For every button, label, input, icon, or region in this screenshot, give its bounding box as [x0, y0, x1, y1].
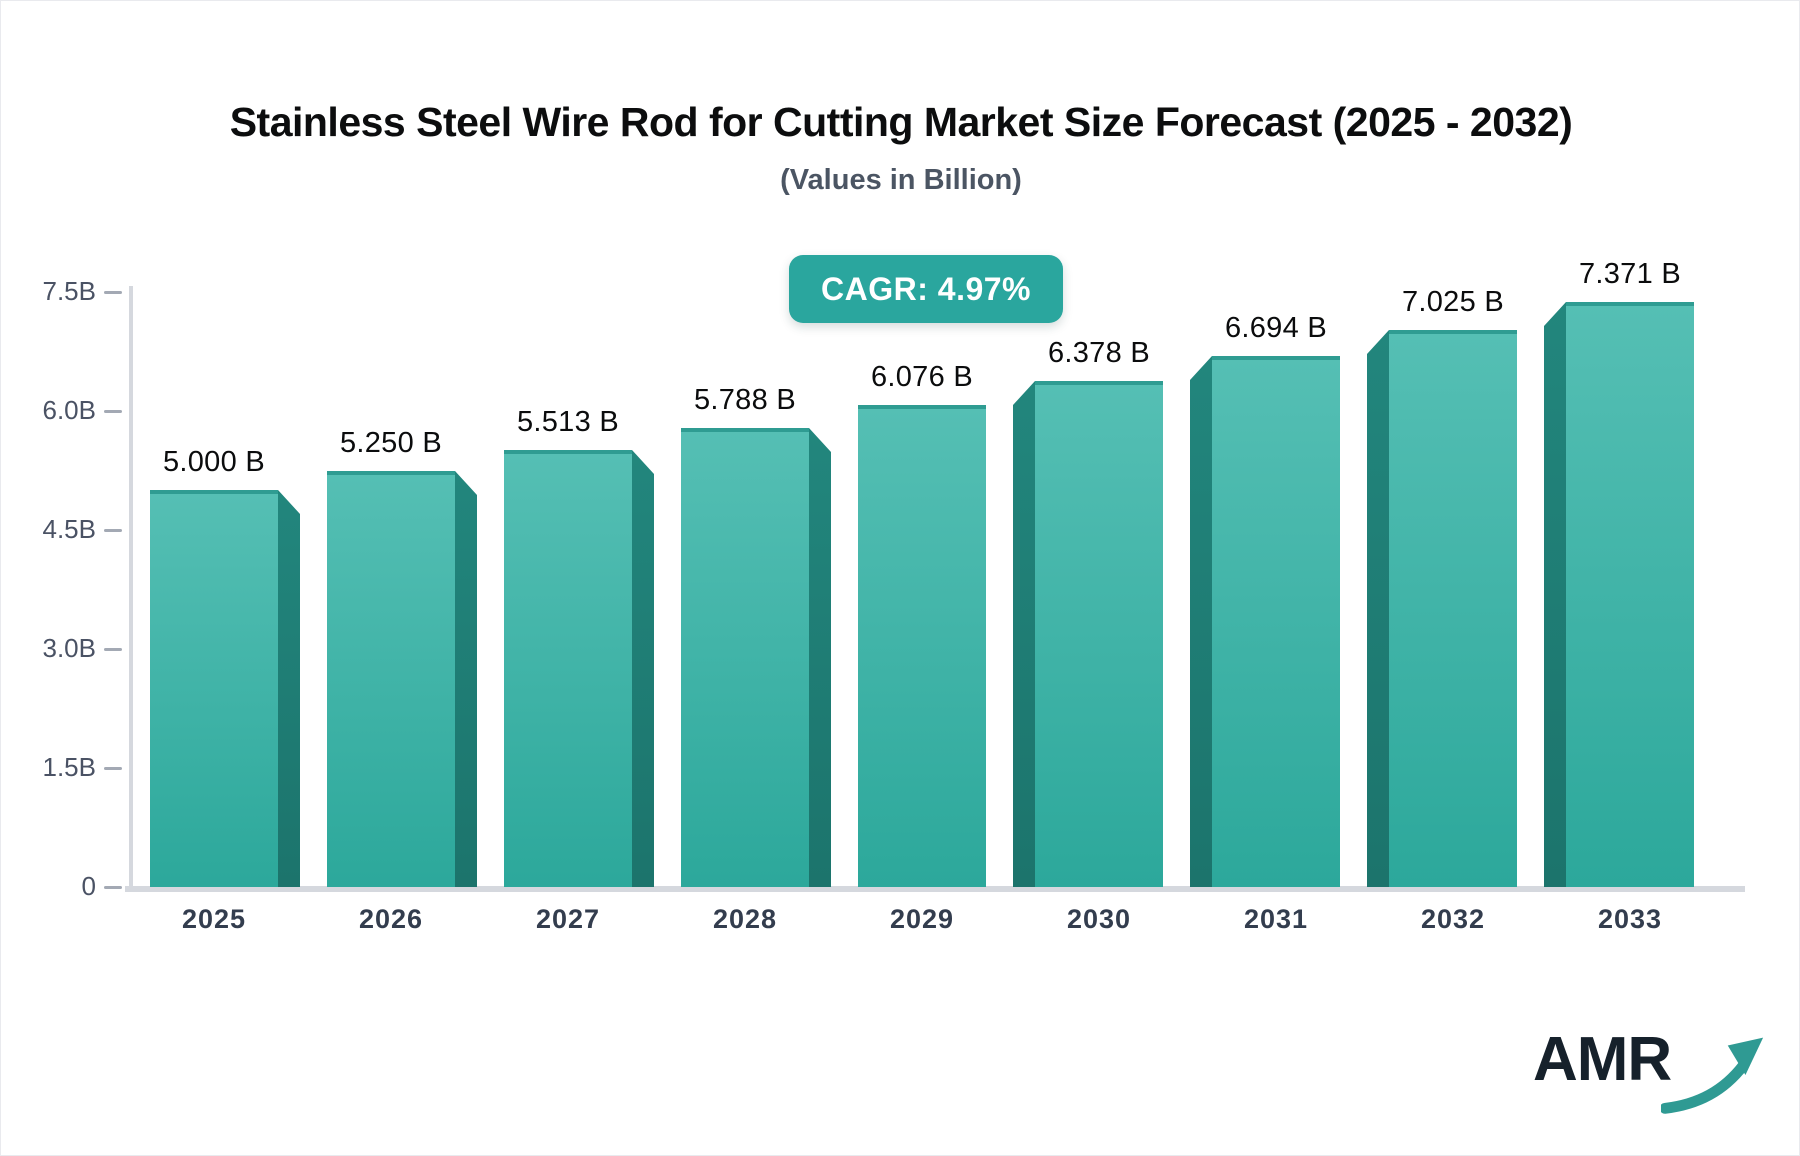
x-tick-label: 2028 [712, 904, 778, 934]
x-tick-label: 2033 [1597, 904, 1663, 934]
bar-value-label: 5.788 B [693, 384, 797, 416]
y-tick-label: 1.5B [42, 752, 97, 782]
bar-side-face [809, 428, 831, 887]
bar-side-face [1367, 330, 1389, 887]
bar[interactable] [681, 428, 809, 887]
bar-side-face [632, 450, 654, 887]
y-tick-label: 3.0B [42, 633, 97, 663]
y-tick-label: 4.5B [42, 514, 97, 544]
cagr-badge: CAGR: 4.97% [789, 255, 1063, 323]
x-axis-baseline [125, 886, 1745, 892]
bar-value-label: 7.025 B [1401, 286, 1505, 318]
y-tick-dash [104, 290, 122, 294]
x-tick-label: 2025 [181, 904, 247, 934]
bar-value-label: 7.371 B [1578, 258, 1682, 290]
growth-arrow-icon [1661, 1037, 1764, 1114]
amr-logo: AMR [1533, 1025, 1769, 1114]
bar-value-label: 5.513 B [516, 406, 620, 438]
x-tick-label: 2031 [1243, 904, 1309, 934]
bar-side-face [1190, 356, 1212, 887]
bar-value-label: 5.000 B [162, 446, 266, 478]
bar-value-label: 6.694 B [1224, 312, 1328, 344]
bar-side-face [278, 490, 300, 887]
y-tick-label: 7.5B [42, 276, 97, 307]
bar-value-label: 6.378 B [1047, 337, 1151, 369]
bar[interactable] [1389, 330, 1517, 887]
x-tick-label: 2027 [535, 904, 601, 934]
x-tick-label: 2030 [1066, 904, 1132, 934]
y-tick-dash [104, 528, 122, 532]
x-tick-label: 2032 [1420, 904, 1486, 934]
bar[interactable] [504, 450, 632, 887]
bar-value-label: 6.076 B [870, 361, 974, 393]
y-tick-dash [104, 885, 122, 889]
bar-side-face [455, 471, 477, 887]
bar-value-label: 5.250 B [339, 427, 443, 459]
bar[interactable] [150, 490, 278, 887]
y-tick-dash [104, 409, 122, 413]
y-tick-dash [104, 647, 122, 651]
y-tick-label: 0 [81, 871, 96, 901]
x-tick-label: 2029 [889, 904, 955, 934]
bar-side-face [1544, 302, 1566, 887]
chart-title: Stainless Steel Wire Rod for Cutting Mar… [229, 99, 1573, 145]
y-tick-dash [104, 766, 122, 770]
bar[interactable] [1035, 381, 1163, 887]
chart-subtitle: (Values in Billion) [780, 164, 1022, 196]
x-tick-label: 2026 [358, 904, 424, 934]
amr-logo-text: AMR [1533, 1025, 1672, 1094]
y-tick-label: 6.0B [42, 395, 97, 426]
bar[interactable] [858, 405, 986, 887]
bar[interactable] [1212, 356, 1340, 887]
bar-side-face [1013, 381, 1035, 887]
cagr-badge-label: CAGR: 4.97% [821, 270, 1031, 307]
y-axis-line [129, 286, 133, 892]
bar[interactable] [1566, 302, 1694, 887]
bar[interactable] [327, 471, 455, 887]
